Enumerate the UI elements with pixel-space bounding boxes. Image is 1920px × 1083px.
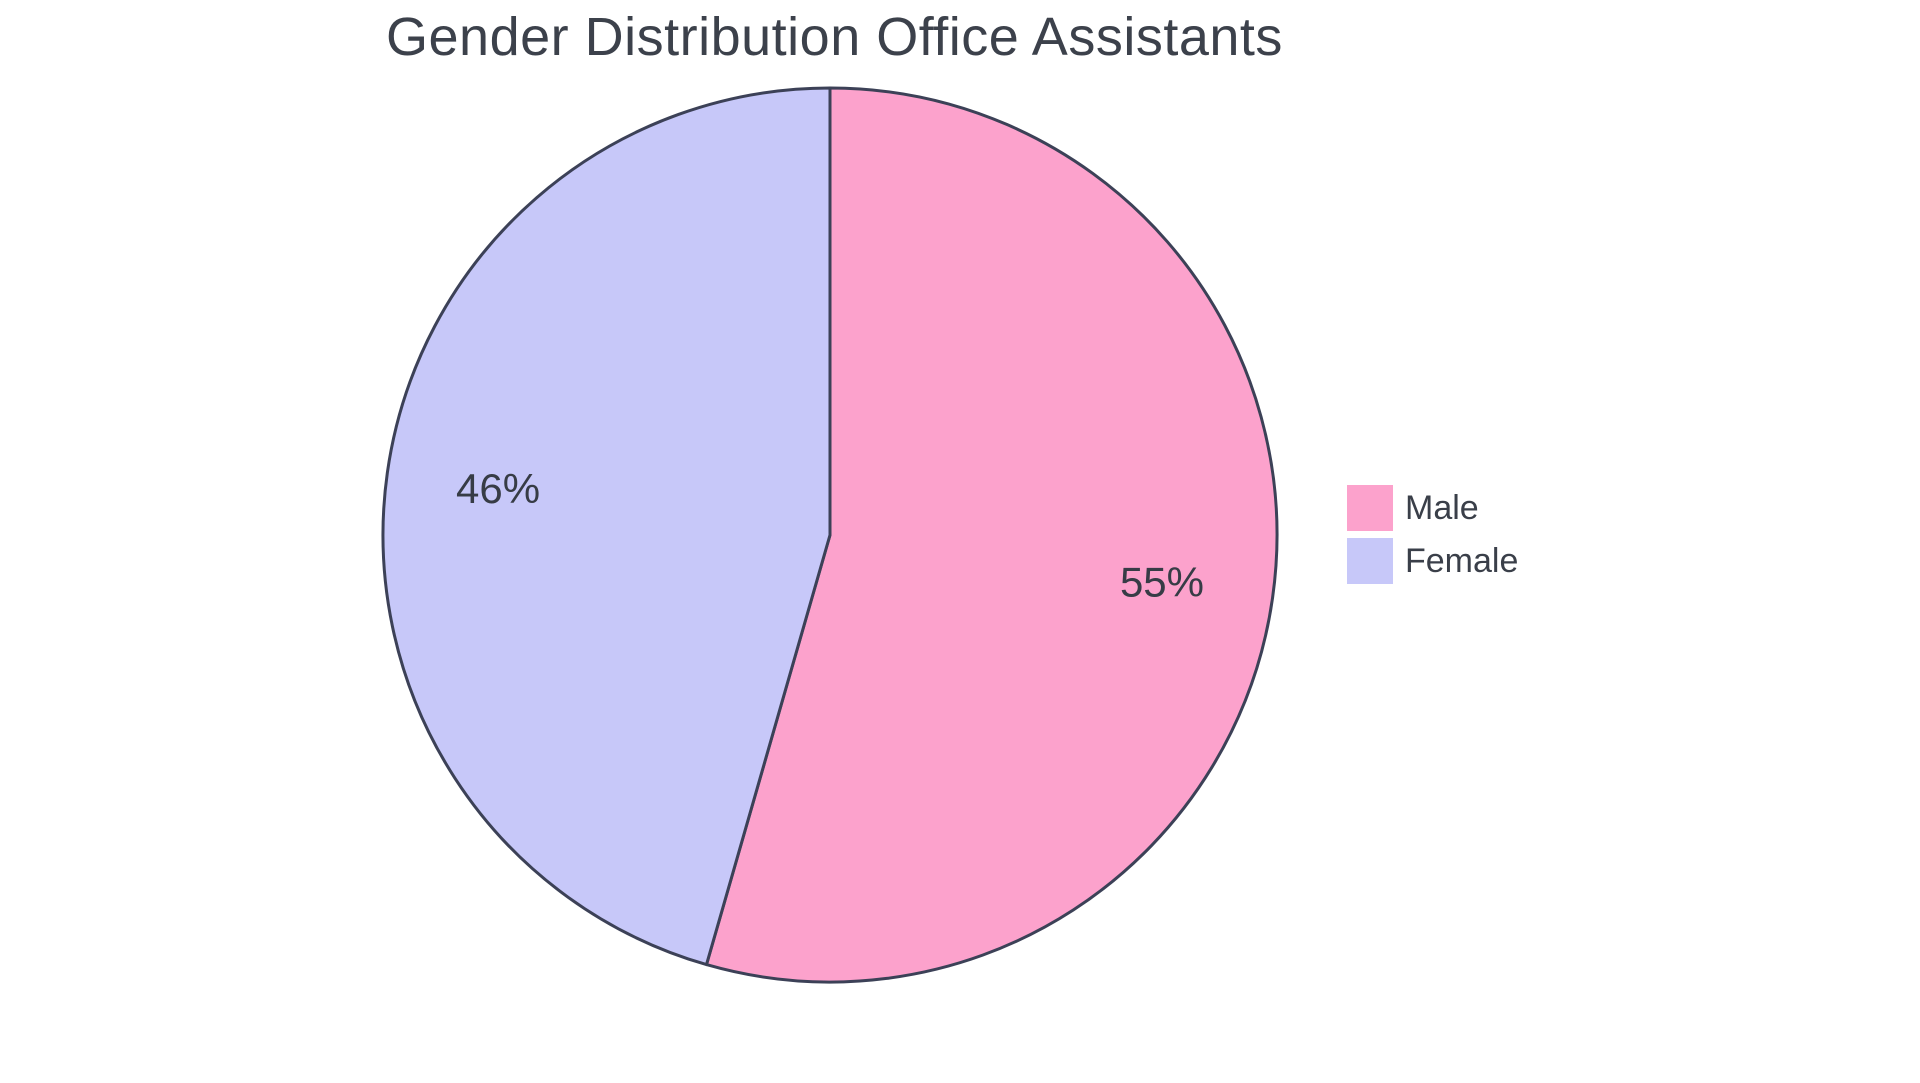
legend-label-female: Female	[1405, 541, 1519, 580]
legend-label-male: Male	[1405, 488, 1479, 527]
chart-title: Gender Distribution Office Assistants	[386, 7, 1283, 67]
legend-item-female[interactable]: Female	[1347, 538, 1518, 584]
pie-slice-male[interactable]	[704, 86, 1279, 984]
pie-slice-female[interactable]	[381, 86, 832, 967]
legend-swatch-male-icon	[1347, 485, 1393, 531]
pie-label-male: 55%	[1120, 558, 1204, 605]
legend: Male Female	[1347, 485, 1518, 591]
legend-swatch-female-icon	[1347, 538, 1393, 584]
pie-label-female: 46%	[456, 465, 540, 512]
legend-item-male[interactable]: Male	[1347, 485, 1518, 531]
